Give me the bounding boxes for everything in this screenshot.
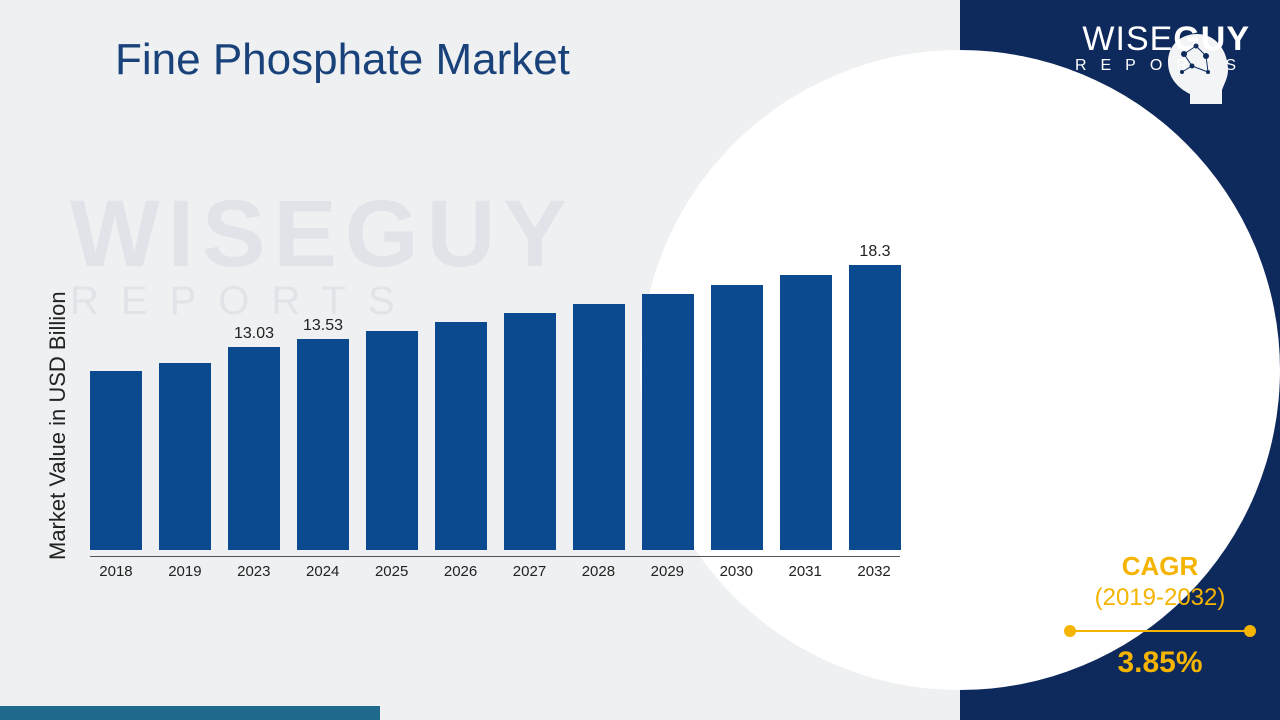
x-tick: 2018 (90, 557, 142, 580)
x-tick: 2023 (228, 557, 280, 580)
bar (297, 339, 349, 550)
head-icon (1162, 32, 1232, 112)
x-tick: 2025 (366, 557, 418, 580)
bar-2019 (159, 341, 211, 550)
bar-2026 (435, 300, 487, 550)
x-tick: 2028 (572, 557, 624, 580)
bar (504, 313, 556, 550)
bar (780, 275, 832, 550)
bar (228, 347, 280, 550)
cagr-value: 3.85% (1040, 646, 1280, 680)
bar-2031 (780, 253, 832, 550)
bar (573, 304, 625, 550)
bar (642, 294, 694, 550)
bar (366, 331, 418, 550)
bars-container: 13.03 13.53 18.3 (90, 160, 900, 550)
cagr-divider (1070, 630, 1250, 632)
bar-2024: 13.53 (297, 317, 349, 550)
x-axis: 2018 2019 2023 2024 2025 2026 2027 2028 2029 2030… (90, 556, 900, 580)
x-tick: 2030 (710, 557, 762, 580)
bar (435, 322, 487, 550)
bar-value-label: 18.3 (859, 243, 890, 261)
bar-2025 (366, 309, 418, 550)
bar-value-label: 13.03 (234, 325, 274, 343)
chart-stage: WISEGUY REPORTS Fine Phosphate Market Ma… (0, 0, 1280, 720)
footer-accent (0, 706, 380, 720)
bar-2028 (573, 282, 625, 550)
bar-2032: 18.3 (849, 243, 901, 550)
bar-2023: 13.03 (228, 325, 280, 550)
bar-value-label: 13.53 (303, 317, 343, 335)
x-tick: 2032 (848, 557, 900, 580)
x-tick: 2026 (435, 557, 487, 580)
bar (159, 363, 211, 550)
bar-2029 (642, 272, 694, 550)
x-tick: 2031 (779, 557, 831, 580)
x-tick: 2019 (159, 557, 211, 580)
cagr-range: (2019-2032) (1040, 584, 1280, 612)
chart-area: 13.0313.5318.3 2018201920232024202520262… (90, 160, 900, 580)
y-axis-label: Market Value in USD Billion (45, 291, 71, 560)
x-tick: 2027 (504, 557, 556, 580)
bar-2027 (504, 291, 556, 550)
bar (711, 285, 763, 550)
brand-logo: WISEGUY REPORTS (1075, 20, 1250, 75)
x-tick: 2024 (297, 557, 349, 580)
cagr-label: CAGR (1040, 551, 1280, 582)
bar-2018 (90, 349, 142, 550)
bar-2030 (711, 263, 763, 550)
x-tick: 2029 (641, 557, 693, 580)
bar (90, 371, 142, 550)
chart-title: Fine Phosphate Market (115, 35, 570, 85)
bar (849, 265, 901, 550)
cagr-block: CAGR (2019-2032) 3.85% (1040, 551, 1280, 680)
